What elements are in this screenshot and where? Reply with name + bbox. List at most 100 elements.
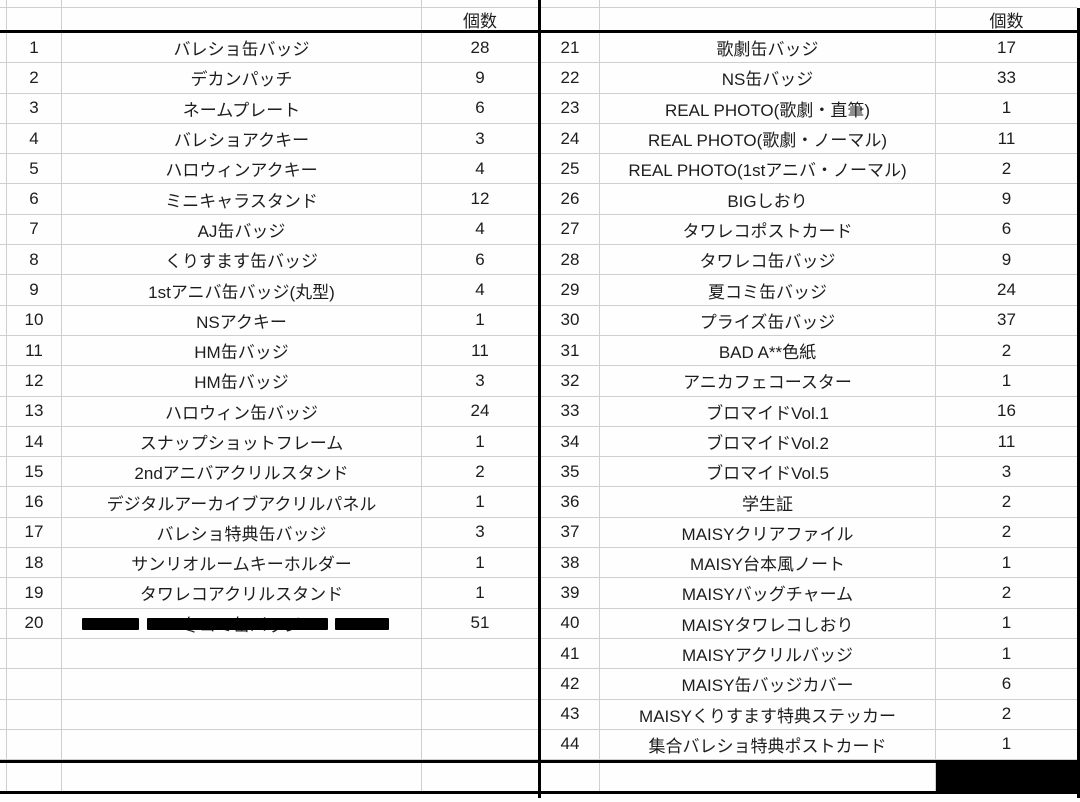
row-number-cell[interactable] xyxy=(7,669,62,699)
row-number-cell[interactable]: 33 xyxy=(541,396,600,426)
row-number-cell[interactable] xyxy=(7,699,62,729)
total-empty-cell[interactable] xyxy=(541,763,600,792)
row-number-cell[interactable]: 42 xyxy=(541,669,600,699)
redacted-total-cell[interactable] xyxy=(936,763,1077,792)
row-number-cell[interactable]: 20 xyxy=(7,608,62,638)
item-name-cell[interactable]: MAISYクリアファイル xyxy=(600,517,936,548)
row-number-cell[interactable]: 37 xyxy=(541,517,600,548)
item-name-cell[interactable]: REAL PHOTO(1stアニバ・ノーマル) xyxy=(600,154,936,184)
item-name-cell[interactable]: NSアクキー xyxy=(62,305,422,335)
row-number-cell[interactable] xyxy=(7,638,62,669)
row-number-cell[interactable]: 16 xyxy=(7,487,62,517)
item-name-cell[interactable]: サンリオルームキーホルダー xyxy=(62,548,422,578)
header-empty-cell[interactable] xyxy=(541,8,600,30)
row-number-cell[interactable]: 15 xyxy=(7,457,62,487)
item-name-cell[interactable]: MAISYタワレコしおり xyxy=(600,608,936,638)
item-name-cell[interactable]: HM缶バッジ xyxy=(62,335,422,366)
row-number-cell[interactable]: 38 xyxy=(541,548,600,578)
row-number-cell[interactable]: 2 xyxy=(7,63,62,93)
item-name-cell[interactable]: 学生証 xyxy=(600,487,936,517)
header-empty-cell[interactable] xyxy=(541,0,600,7)
item-count-cell[interactable]: 33 xyxy=(997,67,1016,87)
row-number-cell[interactable]: 9 xyxy=(7,275,62,305)
row-number-cell[interactable]: 4 xyxy=(7,123,62,154)
total-empty-cell[interactable] xyxy=(600,763,936,792)
row-number-cell[interactable] xyxy=(7,729,62,760)
item-name-cell[interactable]: 集合バレショ特典ポストカード xyxy=(600,729,936,760)
item-name-cell[interactable]: 1stアニバ缶バッジ(丸型) xyxy=(62,275,422,305)
item-count-cell[interactable]: 11 xyxy=(471,340,489,360)
item-count-cell[interactable]: 51 xyxy=(470,613,490,633)
item-count-cell[interactable]: 9 xyxy=(1001,249,1012,269)
row-number-cell[interactable]: 40 xyxy=(541,608,600,638)
row-number-cell[interactable]: 34 xyxy=(541,426,600,457)
header-empty-cell[interactable] xyxy=(422,0,538,7)
item-count-cell[interactable]: 1 xyxy=(475,310,485,330)
row-number-cell[interactable]: 31 xyxy=(541,335,600,366)
item-count-cell[interactable]: 16 xyxy=(997,401,1016,421)
item-name-cell[interactable]: HM缶バッジ xyxy=(62,366,422,396)
item-count-cell[interactable]: 4 xyxy=(475,280,485,300)
item-count-cell[interactable]: 1 xyxy=(1001,643,1012,663)
item-count-cell[interactable]: 2 xyxy=(1001,522,1012,542)
item-name-cell[interactable] xyxy=(62,669,422,699)
item-name-cell[interactable]: ブロマイドVol.1 xyxy=(600,396,936,426)
row-number-cell[interactable]: 19 xyxy=(7,578,62,608)
header-empty-cell[interactable] xyxy=(600,8,936,30)
item-name-cell[interactable]: REAL PHOTO(歌劇・直筆) xyxy=(600,93,936,123)
item-count-cell[interactable] xyxy=(422,669,538,698)
item-name-cell[interactable]: ハロウィン缶バッジ xyxy=(62,396,422,426)
row-number-cell[interactable]: 22 xyxy=(541,63,600,93)
item-count-cell[interactable]: 2 xyxy=(1001,340,1012,360)
item-count-cell[interactable] xyxy=(422,730,538,759)
item-count-cell[interactable]: 3 xyxy=(475,522,485,542)
row-number-cell[interactable]: 32 xyxy=(541,366,600,396)
row-number-cell[interactable]: 35 xyxy=(541,457,600,487)
item-name-cell[interactable]: アニカフェコースター xyxy=(600,366,936,396)
row-number-cell[interactable]: 14 xyxy=(7,426,62,457)
item-count-cell[interactable]: 2 xyxy=(1001,582,1012,602)
row-number-cell[interactable]: 39 xyxy=(541,578,600,608)
item-name-cell[interactable]: 歌劇缶バッジ xyxy=(600,33,936,63)
row-number-cell[interactable]: 44 xyxy=(541,729,600,760)
row-number-cell[interactable]: 17 xyxy=(7,517,62,548)
item-name-cell[interactable]: バレショアクキー xyxy=(62,123,422,154)
item-name-cell[interactable]: タワレコアクリルスタンド xyxy=(62,578,422,608)
item-count-cell[interactable]: 12 xyxy=(470,189,490,209)
item-count-cell[interactable] xyxy=(422,639,538,668)
item-count-cell[interactable]: 2 xyxy=(1001,492,1012,512)
row-number-cell[interactable]: 13 xyxy=(7,396,62,426)
item-name-cell[interactable]: タワレコ缶バッジ xyxy=(600,245,936,275)
item-count-cell[interactable]: 1 xyxy=(475,582,485,602)
item-count-cell[interactable]: 6 xyxy=(475,98,485,118)
total-empty-cell[interactable] xyxy=(7,763,62,792)
item-name-cell[interactable]: バレショ缶バッジ xyxy=(62,33,422,63)
item-count-cell[interactable]: 1 xyxy=(1001,552,1012,572)
header-empty-cell[interactable] xyxy=(7,8,62,30)
item-count-cell[interactable]: 1 xyxy=(475,431,485,451)
row-number-cell[interactable]: 30 xyxy=(541,305,600,335)
row-number-cell[interactable]: 1 xyxy=(7,33,62,63)
header-empty-cell[interactable] xyxy=(936,0,1077,7)
item-name-cell[interactable] xyxy=(62,699,422,729)
row-number-cell[interactable]: 24 xyxy=(541,123,600,154)
item-count-cell[interactable]: 1 xyxy=(1001,613,1012,633)
row-number-cell[interactable]: 41 xyxy=(541,638,600,669)
item-name-cell[interactable]: MAISY缶バッジカバー xyxy=(600,669,936,699)
count-header-cell[interactable]: 個数 xyxy=(989,11,1024,31)
row-number-cell[interactable]: 36 xyxy=(541,487,600,517)
row-number-cell[interactable]: 28 xyxy=(541,245,600,275)
item-count-cell[interactable]: 24 xyxy=(470,401,490,421)
item-count-cell[interactable]: 4 xyxy=(475,158,485,178)
item-count-cell[interactable]: 6 xyxy=(1001,219,1012,239)
item-name-cell[interactable]: スナップショットフレーム xyxy=(62,426,422,457)
row-number-cell[interactable]: 11 xyxy=(7,335,62,366)
total-empty-cell[interactable] xyxy=(62,763,422,792)
item-name-cell[interactable]: プライズ缶バッジ xyxy=(600,305,936,335)
item-count-cell[interactable]: 1 xyxy=(1001,734,1012,754)
row-number-cell[interactable]: 7 xyxy=(7,214,62,245)
row-number-cell[interactable]: 6 xyxy=(7,184,62,214)
item-name-cell[interactable] xyxy=(62,729,422,760)
item-count-cell[interactable]: 17 xyxy=(997,37,1016,57)
item-name-cell[interactable]: MAISYくりすます特典ステッカー xyxy=(600,699,936,729)
